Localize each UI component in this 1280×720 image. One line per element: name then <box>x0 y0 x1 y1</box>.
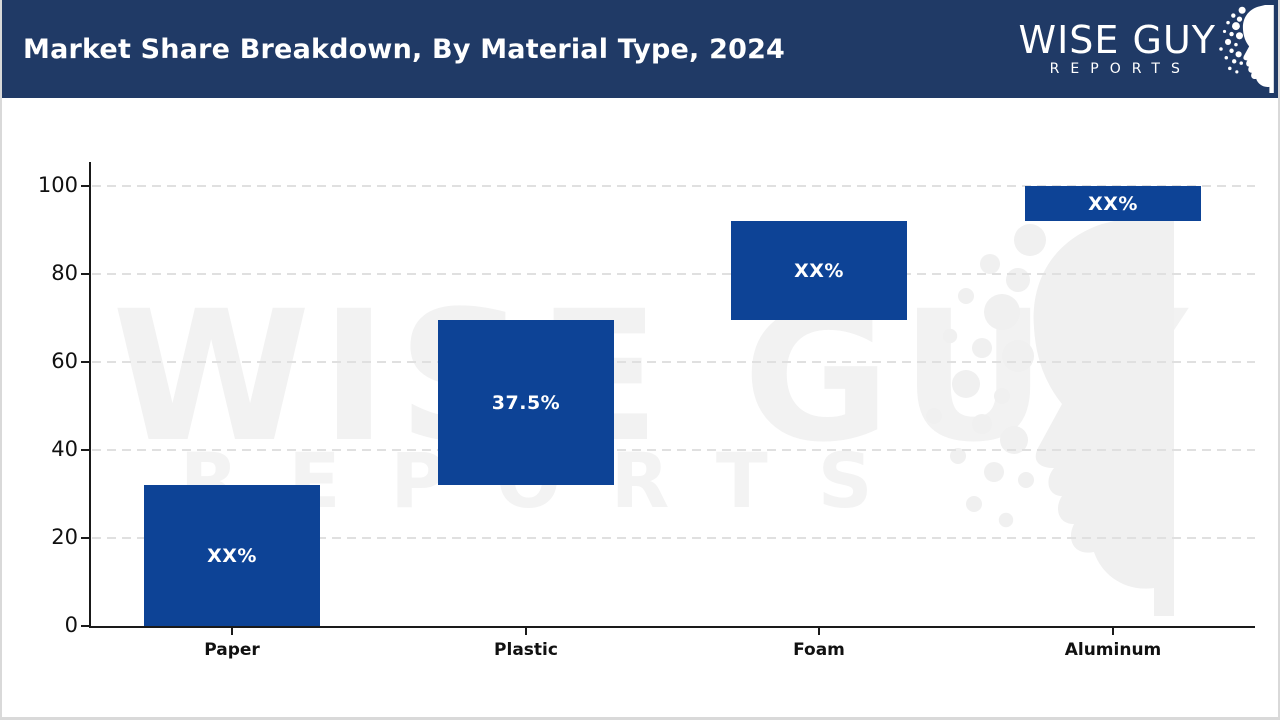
y-tick-0 <box>81 625 90 627</box>
chart-area: WISE GUY REPORTS 020406080100XX%Paper37.… <box>2 98 1278 717</box>
x-category-label-aluminum: Aluminum <box>1064 640 1162 660</box>
y-tick-label-20: 20 <box>51 525 78 549</box>
x-tick-foam <box>818 628 820 635</box>
header-bar: Market Share Breakdown, By Material Type… <box>2 0 1278 98</box>
wise-guy-logo: WISE GUY REPORTS <box>1019 0 1216 98</box>
y-tick-label-40: 40 <box>51 437 78 461</box>
y-axis-line <box>89 162 91 628</box>
bar-aluminum: XX% <box>1025 186 1201 222</box>
logo-wordmark: WISE GUY <box>1018 17 1216 62</box>
grid-line-40 <box>92 449 1255 451</box>
grid-line-80 <box>92 273 1255 275</box>
bar-value-label: 37.5% <box>491 391 561 414</box>
y-tick-80 <box>81 273 90 275</box>
bar-plastic: 37.5% <box>438 320 614 486</box>
bar-value-label: XX% <box>207 544 257 567</box>
grid-line-60 <box>92 361 1255 363</box>
grid-line-20 <box>92 537 1255 539</box>
dotted-head-icon <box>1219 5 1274 93</box>
x-axis-line <box>89 626 1255 628</box>
x-category-label-plastic: Plastic <box>494 640 558 660</box>
y-tick-100 <box>81 185 90 187</box>
x-tick-paper <box>231 628 233 635</box>
y-tick-40 <box>81 449 90 451</box>
y-tick-60 <box>81 361 90 363</box>
bar-value-label: XX% <box>1088 192 1138 215</box>
watermark-dotted-head-icon <box>926 216 1174 616</box>
y-tick-label-80: 80 <box>51 261 78 285</box>
x-tick-plastic <box>525 628 527 635</box>
x-category-label-foam: Foam <box>793 640 845 660</box>
y-tick-20 <box>81 537 90 539</box>
bar-paper: XX% <box>144 485 320 626</box>
bar-value-label: XX% <box>794 259 844 282</box>
logo-subtext: REPORTS <box>1049 61 1191 78</box>
y-tick-label-100: 100 <box>37 173 78 197</box>
grid-line-100 <box>92 185 1255 187</box>
x-category-label-paper: Paper <box>204 640 260 660</box>
y-tick-label-0: 0 <box>64 613 78 637</box>
page-title: Market Share Breakdown, By Material Type… <box>23 33 786 65</box>
x-tick-aluminum <box>1112 628 1114 635</box>
bar-foam: XX% <box>731 221 907 321</box>
y-tick-label-60: 60 <box>51 349 78 373</box>
